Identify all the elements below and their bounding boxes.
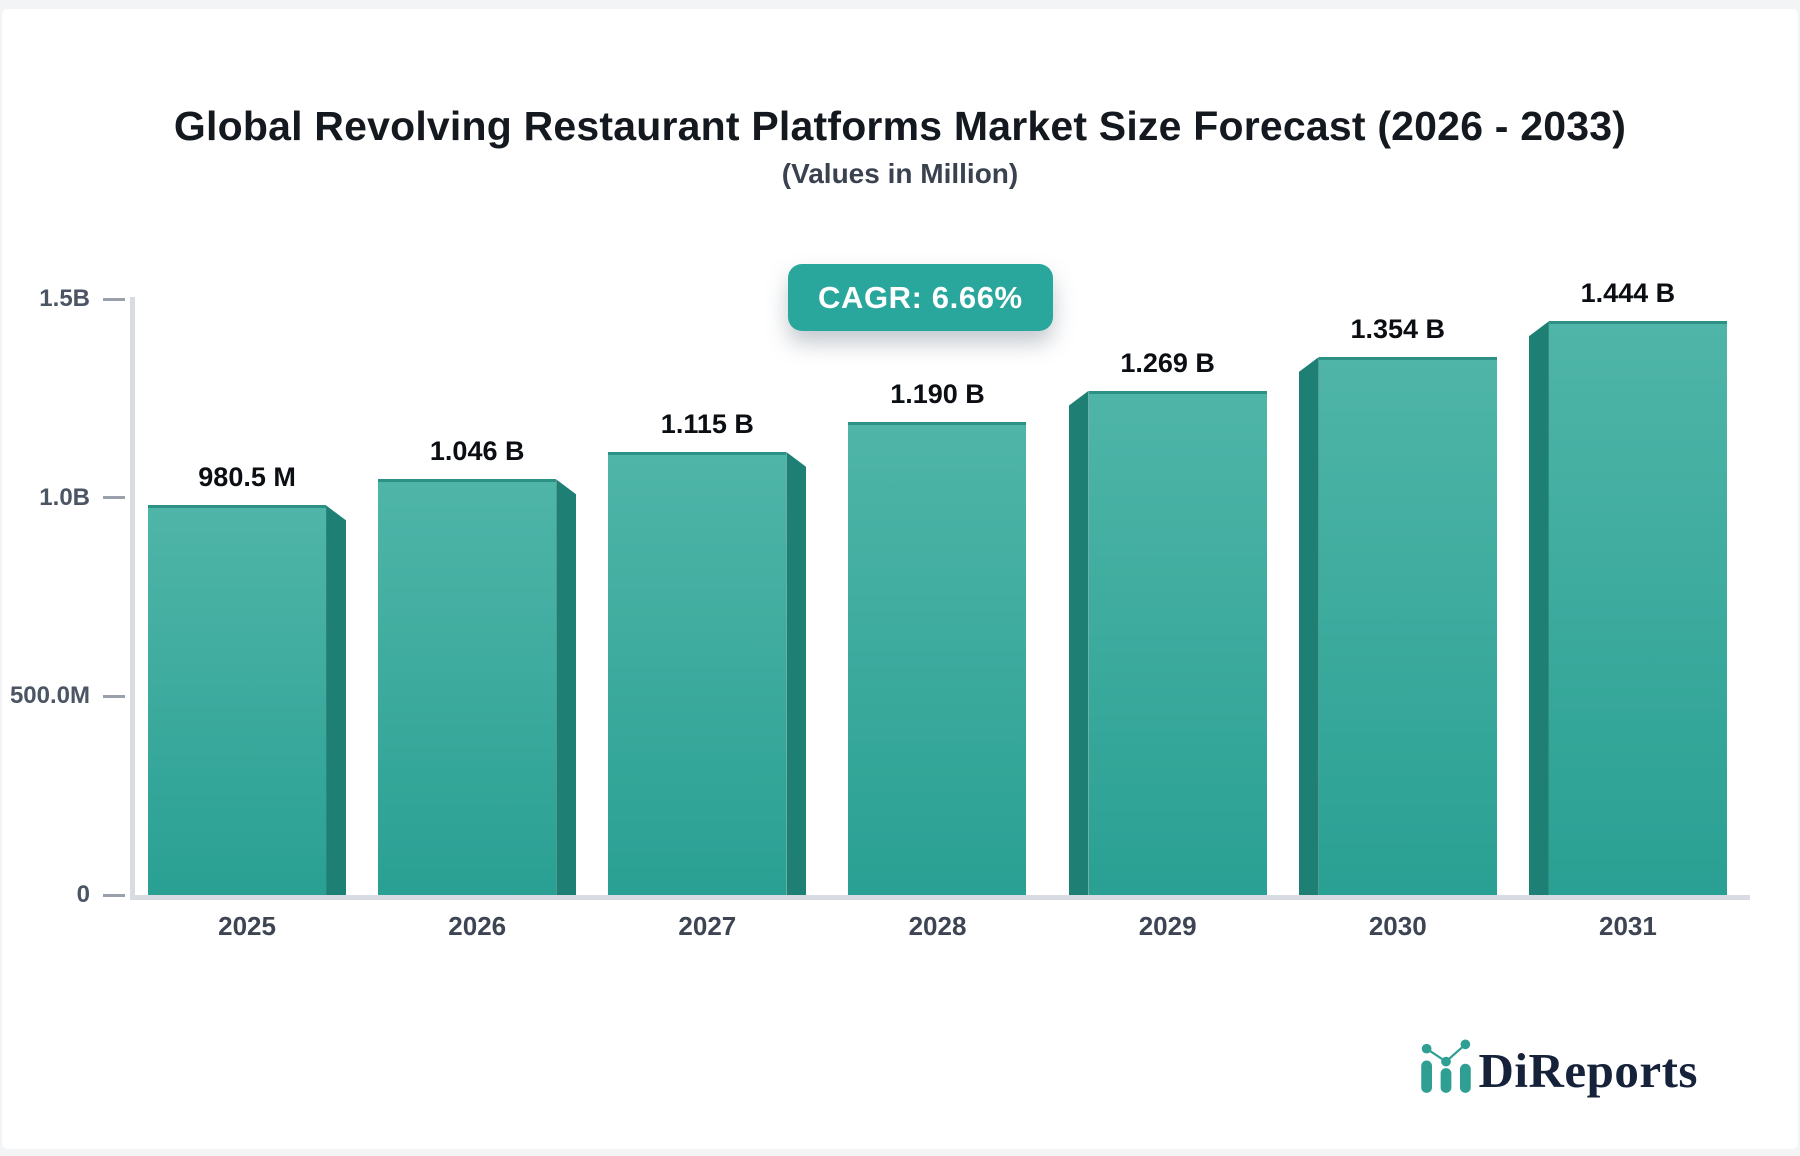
logo: DiReports xyxy=(1421,1039,1698,1095)
bar-side-shade xyxy=(326,505,347,895)
y-tick-dash xyxy=(103,496,125,500)
bar-side-shade xyxy=(1528,321,1549,895)
chart-title: Global Revolving Restaurant Platforms Ma… xyxy=(173,103,1627,149)
y-tick-label: 0 xyxy=(76,881,90,908)
bar-2025[interactable]: 980.5 M xyxy=(148,462,347,895)
bar-side-shade xyxy=(786,451,807,895)
logo-text: DiReports xyxy=(1478,1043,1698,1098)
bar-face xyxy=(1548,321,1727,895)
y-axis-line xyxy=(130,297,135,897)
bar-side-shade xyxy=(1298,357,1319,895)
bar-2027[interactable]: 1.115 B xyxy=(608,409,807,895)
y-tick: 1.5B xyxy=(39,285,125,313)
x-axis-label: 2029 xyxy=(1138,911,1197,941)
y-tick-dash xyxy=(103,297,125,301)
bar-value-label: 1.354 B xyxy=(1350,314,1446,345)
bar-column: 1.115 B xyxy=(592,299,822,895)
y-tick: 500.0M xyxy=(10,682,125,710)
bar-face xyxy=(148,505,327,895)
bar-column: 1.190 B xyxy=(822,299,1052,895)
bar-value-label: 1.115 B xyxy=(660,408,754,439)
bar-side-shade xyxy=(556,479,577,895)
bar-column: 1.269 B xyxy=(1053,299,1283,895)
y-tick-label: 500.0M xyxy=(9,682,90,710)
cagr-badge: CAGR: 6.66% xyxy=(788,264,1053,331)
bar-value-label: 980.5 M xyxy=(198,462,296,493)
bar-face xyxy=(608,451,787,895)
bar-value-label: 1.046 B xyxy=(429,436,525,467)
y-tick-label: 1.0B xyxy=(39,483,90,511)
bar-face xyxy=(378,479,557,895)
x-axis-label: 2028 xyxy=(908,911,967,941)
bar-column: 1.354 B xyxy=(1283,299,1513,895)
chart-card: Global Revolving Restaurant Platforms Ma… xyxy=(2,9,1798,1149)
bar-face xyxy=(848,422,1027,895)
x-axis-label: 2025 xyxy=(218,911,276,941)
bar-face xyxy=(1318,357,1497,895)
y-tick: 1.0B xyxy=(39,484,125,512)
y-tick-dash xyxy=(103,694,125,698)
bar-column: 1.046 B xyxy=(362,299,592,895)
bar-2026[interactable]: 1.046 B xyxy=(378,436,577,895)
bars-container: 980.5 M 1.046 B 1.115 B 1.190 B 1.269 B 1.354… xyxy=(132,278,1743,895)
bar-column: 1.444 B xyxy=(1513,278,1743,895)
x-axis-label: 2027 xyxy=(678,911,737,941)
plot-area: 0 500.0M 1.0B 1.5B 980.5 M 1.046 B 1.115 B 1.1… xyxy=(10,278,1750,908)
bar-2031[interactable]: 1.444 B xyxy=(1528,278,1727,895)
bar-column: 980.5 M xyxy=(132,299,362,895)
chart-subtitle: (Values in Million) xyxy=(781,158,1019,189)
x-axis-label: 2030 xyxy=(1368,911,1427,941)
y-tick: 0 xyxy=(77,881,125,909)
bar-value-label: 1.190 B xyxy=(890,379,985,410)
bar-2029[interactable]: 1.269 B xyxy=(1068,348,1267,895)
y-tick-label: 1.5B xyxy=(39,285,90,312)
x-axis-labels: 2025 2026 2027 2028 2029 2030 2031 xyxy=(132,911,1743,942)
bar-value-label: 1.269 B xyxy=(1120,347,1215,378)
x-axis-line xyxy=(130,895,1750,900)
x-axis-label: 2026 xyxy=(448,911,507,941)
y-tick-dash xyxy=(103,893,125,897)
bar-face xyxy=(1088,390,1267,895)
bar-2030[interactable]: 1.354 B xyxy=(1298,314,1497,895)
bar-line-chart-icon xyxy=(1421,1039,1472,1093)
x-axis-label: 2031 xyxy=(1598,911,1657,941)
cagr-badge-label: CAGR: 6.66% xyxy=(818,279,1023,315)
bar-2028[interactable]: 1.190 B xyxy=(848,379,1027,895)
bar-side-shade xyxy=(1068,390,1089,895)
bar-value-label: 1.444 B xyxy=(1580,278,1676,309)
